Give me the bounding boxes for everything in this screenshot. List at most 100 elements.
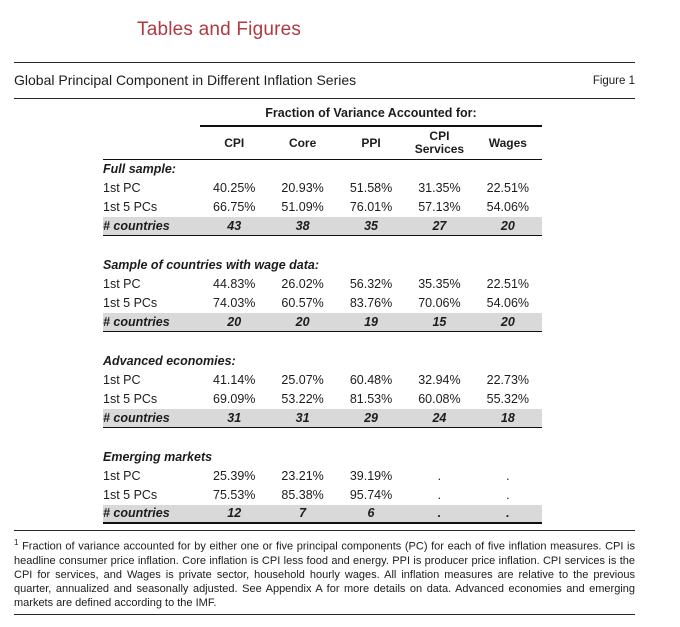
table-cell: 25.39% [213, 469, 256, 483]
table-section-label: Emerging markets [103, 450, 213, 464]
table-cell: 18 [500, 410, 515, 425]
table-row: 1st PC 25.39% 23.21% 39.19%.. [103, 467, 542, 486]
table-cell: 55.32% [486, 392, 530, 406]
table-cell: 35 [364, 218, 378, 233]
column-header-cpi: CPI [224, 135, 245, 150]
table-cell: 53.22% [281, 392, 324, 406]
figure-title: Global Principal Component in Different … [14, 72, 357, 88]
table-cell: 23.21% [281, 469, 324, 483]
table-cell: 81.53% [349, 392, 393, 406]
table-cell: 22.73% [486, 373, 530, 387]
table-cell: 27 [432, 218, 447, 233]
table-row-label: 1st PC [103, 277, 141, 291]
table-cell: 31 [295, 410, 310, 425]
column-header-cpi-services: CPI Services [414, 129, 465, 156]
table-cell: . [437, 469, 442, 483]
table-cell: 41.14% [213, 373, 256, 387]
variance-table: Fraction of Variance Accounted for: CPI … [103, 99, 542, 524]
table-cell: 60.48% [349, 373, 393, 387]
table-cell: 51.09% [281, 200, 324, 214]
table-cell: . [506, 469, 510, 483]
table-cell: 70.06% [418, 296, 461, 310]
table-row-label: # countries [103, 506, 170, 520]
divider [200, 125, 542, 127]
table-row-label: 1st 5 PCs [103, 296, 158, 310]
table-cell: 20.93% [281, 181, 324, 195]
table-cell: 43 [227, 218, 242, 233]
table-cell: . [506, 488, 510, 502]
table-row-label: 1st 5 PCs [103, 488, 158, 502]
table-cell: 60.57% [281, 296, 324, 310]
table-row: 1st 5 PCs 69.09% 53.22% 81.53% 60.08% 55.32% [103, 390, 542, 409]
table-span-header: Fraction of Variance Accounted for: [265, 106, 477, 120]
table-cell: 35.35% [418, 277, 461, 291]
table-section-label: Full sample: [103, 162, 176, 176]
column-header-ppi: PPI [361, 135, 381, 150]
table-cell: . [506, 506, 510, 520]
divider [14, 62, 635, 63]
table-cell: 75.53% [213, 488, 256, 502]
table-row: 1st PC 41.14% 25.07% 60.48% 32.94% 22.73% [103, 371, 542, 390]
divider [14, 98, 635, 99]
table-cell: 15 [432, 314, 447, 329]
table-cell: 39.19% [349, 469, 393, 483]
table-row: 1st PC 40.25% 20.93% 51.58% 31.35% 22.51% [103, 179, 542, 198]
table-cell: 44.83% [213, 277, 256, 291]
table-cell: 20 [500, 314, 515, 329]
table-row-label: 1st PC [103, 181, 141, 195]
divider [14, 613, 635, 615]
table-cell: 85.38% [281, 488, 324, 502]
table-cell: 76.01% [349, 200, 393, 214]
divider [103, 159, 542, 160]
table-row-label: 1st PC [103, 469, 141, 483]
table-cell: 51.58% [349, 181, 393, 195]
table-row: 1st 5 PCs 75.53% 85.38% 95.74%.. [103, 486, 542, 505]
table-cell: 7 [299, 506, 307, 520]
table-cell: 31.35% [418, 181, 461, 195]
table-section-label: Advanced economies: [103, 354, 236, 368]
table-cell: 31 [227, 410, 242, 425]
table-cell: 66.75% [213, 200, 256, 214]
table-section-label: Sample of countries with wage data: [103, 258, 320, 272]
table-cell: 24 [432, 410, 447, 425]
table-row: 1st 5 PCs 74.03% 60.57% 83.76% 70.06% 54.06% [103, 294, 542, 313]
table-row-label: # countries [103, 314, 170, 329]
table-cell: 20 [295, 314, 310, 329]
table-cell: 38 [295, 218, 310, 233]
figure-header: Global Principal Component in Different … [14, 63, 635, 98]
table-row: # countries 20 20 19 15 20 [103, 313, 542, 332]
table-cell: 74.03% [213, 296, 256, 310]
table-row-label: 1st 5 PCs [103, 392, 158, 406]
table-cell: 54.06% [486, 200, 530, 214]
table-cell: 25.07% [281, 373, 324, 387]
table-cell: 57.13% [418, 200, 461, 214]
table-cell: 6 [367, 506, 375, 520]
column-header-core: Core [288, 135, 317, 150]
figure-number-label: Figure 1 [592, 75, 635, 87]
footnote-text: Fraction of variance accounted for by ei… [14, 540, 635, 609]
table-cell: 40.25% [213, 181, 256, 195]
table-cell: 56.32% [349, 277, 393, 291]
table-row: # countries 31 31 29 24 18 [103, 409, 542, 428]
footnote-marker: 1 [14, 538, 19, 547]
table-row-label: # countries [103, 218, 170, 233]
table-cell: 95.74% [349, 488, 393, 502]
page-title: Tables and Figures [137, 19, 302, 40]
table-cell: 32.94% [418, 373, 461, 387]
table-cell: 60.08% [418, 392, 461, 406]
table-row-label: 1st PC [103, 373, 141, 387]
table-cell: 22.51% [486, 277, 530, 291]
table-row: 1st 5 PCs 66.75% 51.09% 76.01% 57.13% 54.06% [103, 198, 542, 217]
table-cell: 54.06% [486, 296, 530, 310]
table-cell: 26.02% [281, 277, 324, 291]
divider [14, 530, 635, 531]
table-cell: 69.09% [213, 392, 256, 406]
table-row-label: 1st 5 PCs [103, 200, 158, 214]
table-cell: 20 [500, 218, 515, 233]
table-row-label: # countries [103, 410, 170, 425]
table-cell: 12 [227, 506, 242, 520]
table-row: # countries 43 38 35 27 20 [103, 217, 542, 236]
table-footnote: 1 Fraction of variance accounted for by … [14, 536, 635, 610]
table-row: 1st PC 44.83% 26.02% 56.32% 35.35% 22.51% [103, 275, 542, 294]
